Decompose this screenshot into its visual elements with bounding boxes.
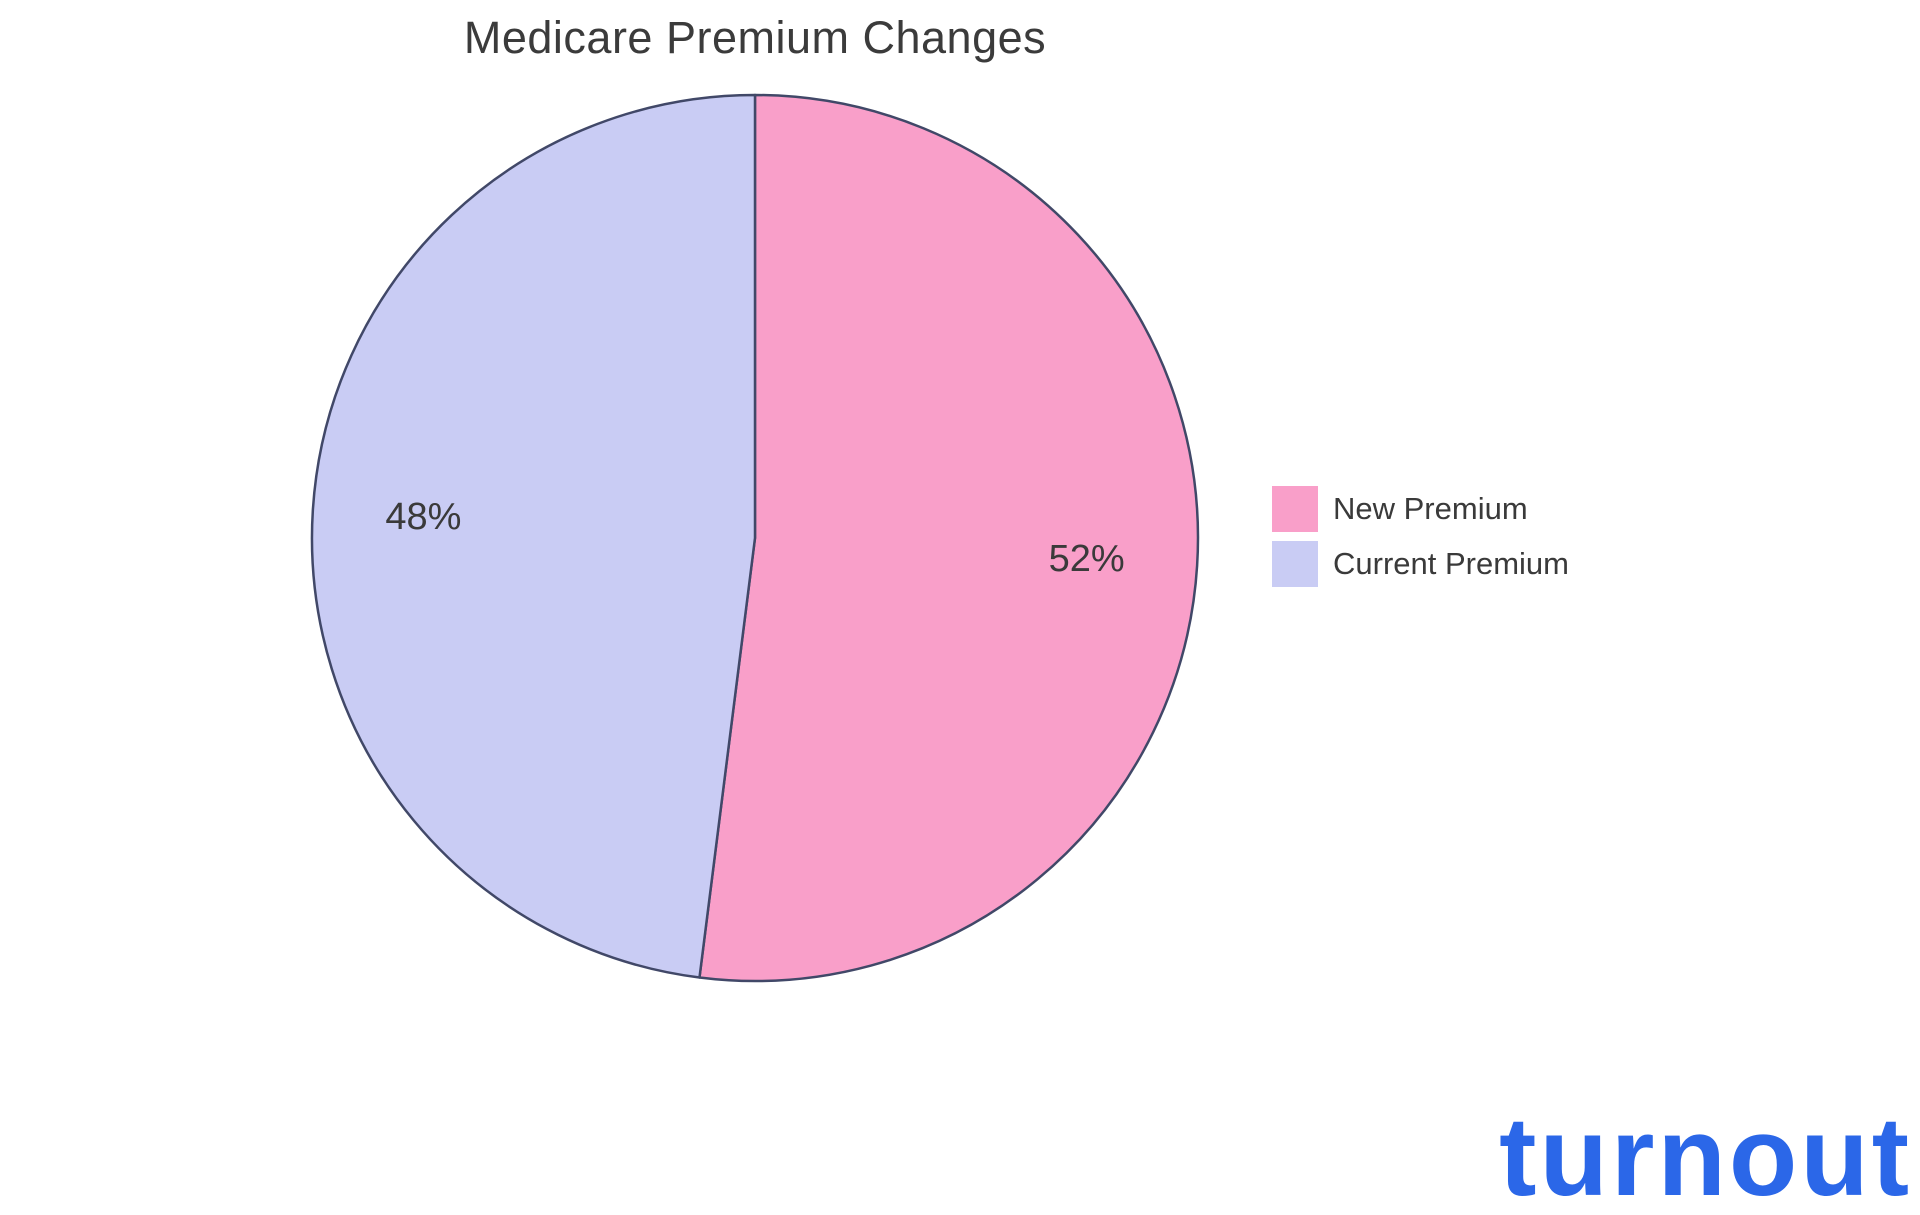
pie-slice-new-premium[interactable] [698, 93, 1200, 983]
pie-slice-current-premium[interactable] [310, 93, 757, 979]
pie-slice-label-current-premium: 48% [385, 496, 461, 538]
chart-title: Medicare Premium Changes [463, 12, 1047, 63]
pie-slice-label-new-premium: 52% [1049, 538, 1125, 580]
pie-chart: 52% 48% [310, 93, 1200, 983]
legend-item-new-premium[interactable]: New Premium [1272, 486, 1569, 532]
legend: New Premium Current Premium [1272, 486, 1569, 587]
legend-label-new-premium: New Premium [1333, 491, 1528, 526]
legend-swatch-current-premium [1272, 541, 1318, 587]
legend-swatch-new-premium [1272, 486, 1318, 532]
turnout-logo: turnout [1499, 1094, 1912, 1215]
legend-item-current-premium[interactable]: Current Premium [1272, 541, 1569, 587]
legend-label-current-premium: Current Premium [1333, 546, 1569, 581]
